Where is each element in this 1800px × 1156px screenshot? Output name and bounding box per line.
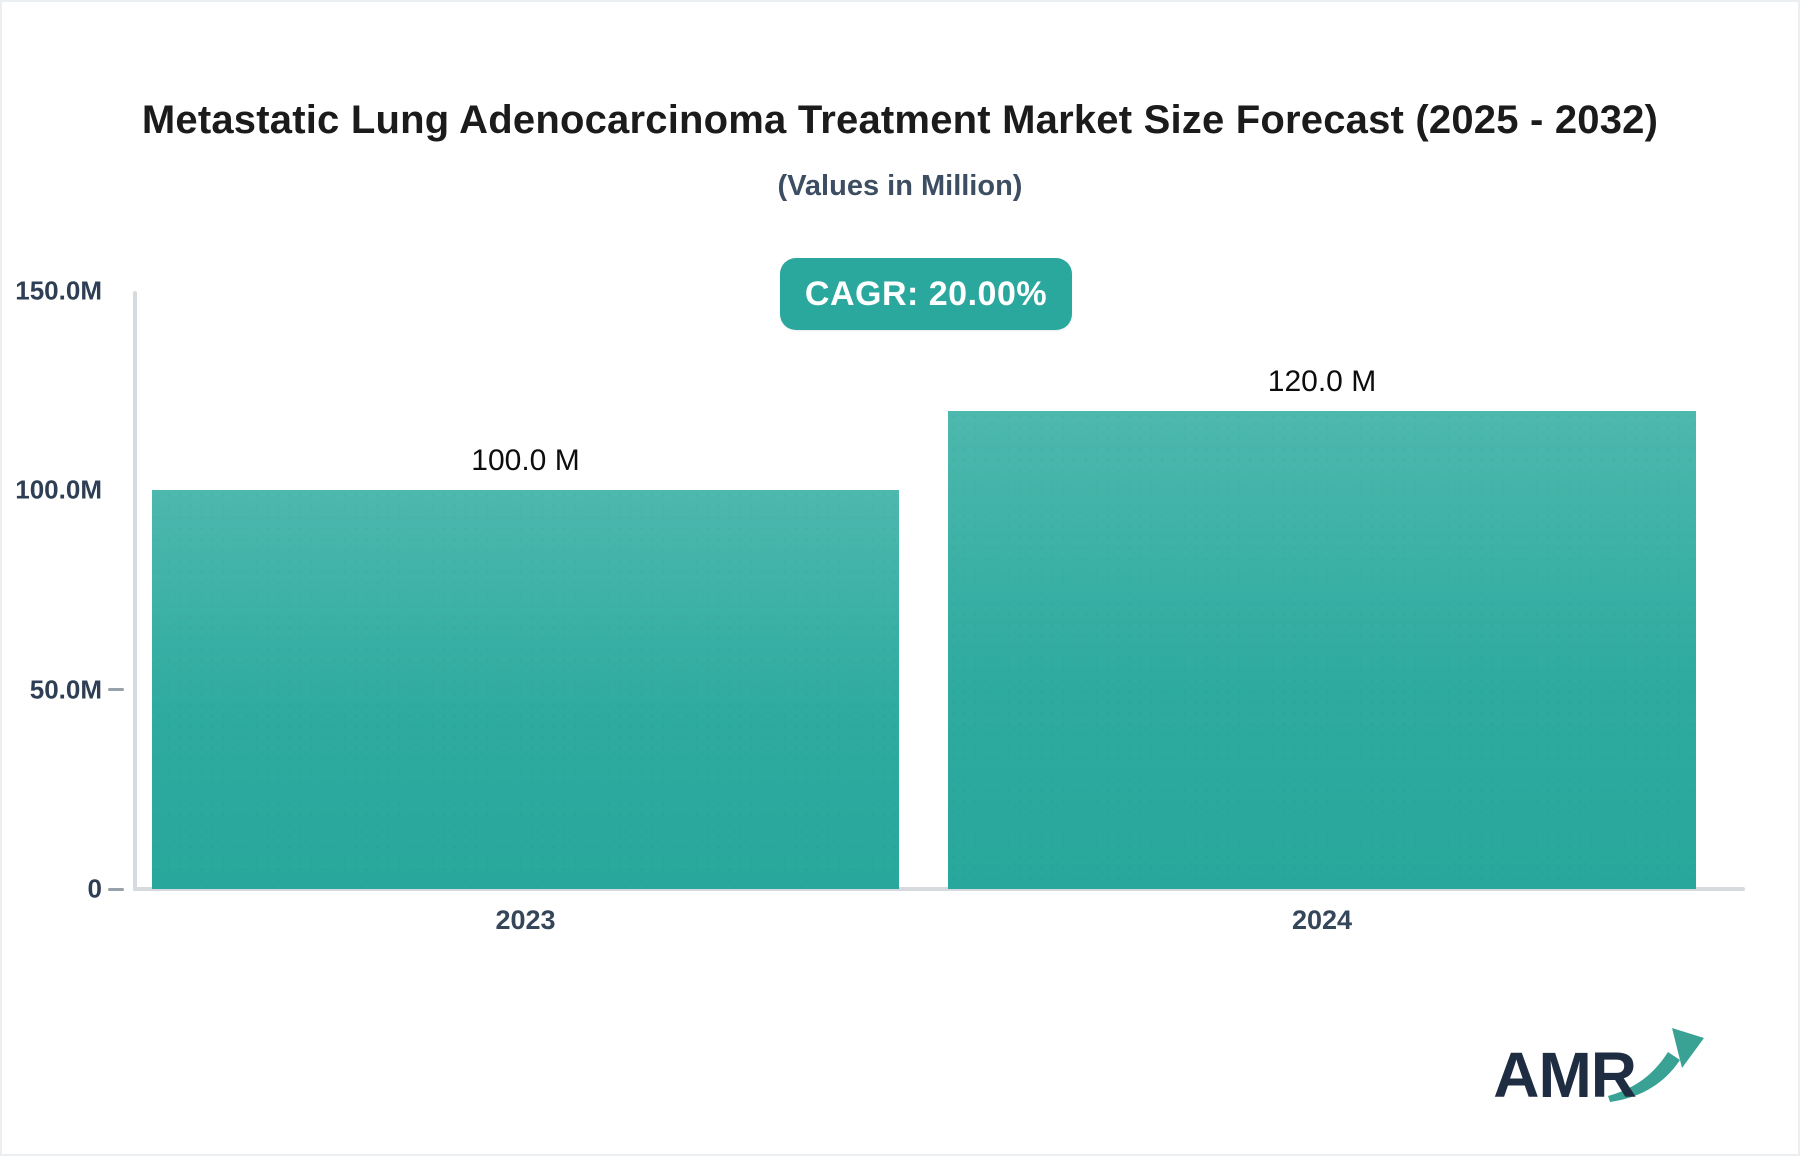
y-tick-50m: 50.0M [29,674,124,705]
amr-logo: AMR [1493,1028,1706,1111]
bar-value-label-2024: 120.0 M [1267,364,1377,398]
y-tick-150m: 150.0M [15,275,102,306]
bar-2023: 100.0 M [152,291,899,889]
x-axis-labels: 2023 2024 [135,905,1745,945]
cagr-badge-label: CAGR: 20.00% [804,274,1048,313]
x-axis-line [133,887,1745,891]
y-axis-line [133,291,137,891]
y-axis-tick-labels: 150.0M 100.0M 50.0M 0 [2,276,124,904]
x-label-2023: 2023 [495,905,556,935]
amr-logo-text: AMR [1493,1039,1637,1111]
y-tick-50m-label: 50.0M [29,674,102,705]
y-tick-100m: 100.0M [15,474,102,505]
bar-rect-2024 [948,410,1696,889]
chart-title: Metastatic Lung Adenocarcinoma Treatment… [141,98,1659,142]
plot-area: 100.0 M 120.0 M [135,291,1745,889]
y-tick-dash [108,887,124,891]
x-label-2024: 2024 [1291,905,1353,935]
bar-2024: 120.0 M [948,291,1696,889]
y-tick-dash [108,688,124,692]
cagr-badge: CAGR: 20.00% [780,258,1072,330]
y-tick-0: 0 [87,873,124,905]
growth-arrow-icon [1608,1028,1704,1102]
y-tick-0-label: 0 [87,873,102,904]
bar-value-label-2023: 100.0 M [471,444,580,478]
bar-rect-2023 [152,490,899,889]
chart-subtitle: (Values in Million) [777,170,1023,202]
